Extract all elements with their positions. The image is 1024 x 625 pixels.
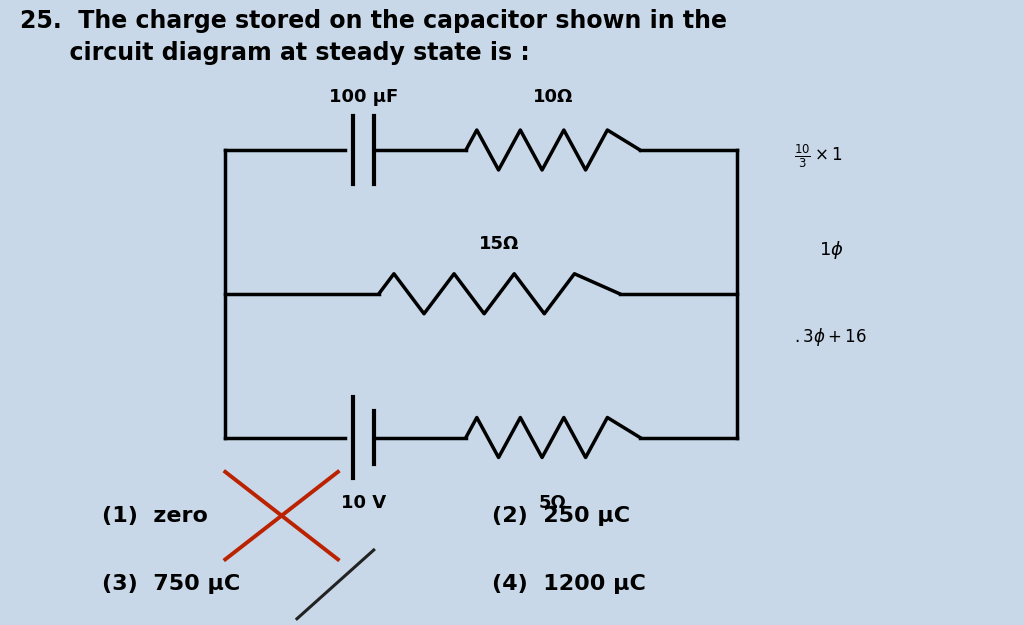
Text: 25.  The charge stored on the capacitor shown in the: 25. The charge stored on the capacitor s… [20,9,727,33]
Text: $1\phi$: $1\phi$ [819,239,844,261]
Text: (1)  zero: (1) zero [102,506,208,526]
Text: (3)  750 μC: (3) 750 μC [102,574,241,594]
Text: (2)  250 μC: (2) 250 μC [492,506,630,526]
Text: 5Ω: 5Ω [539,494,567,512]
Text: $.3\phi+16$: $.3\phi+16$ [794,326,866,349]
Text: 15Ω: 15Ω [479,235,519,253]
Text: (4)  1200 μC: (4) 1200 μC [492,574,645,594]
Text: 10Ω: 10Ω [532,88,573,106]
Text: 10 V: 10 V [341,494,386,512]
Text: 100 μF: 100 μF [329,88,398,106]
Text: circuit diagram at steady state is :: circuit diagram at steady state is : [20,41,530,64]
Text: $\frac{10}{3}\times 1$: $\frac{10}{3}\times 1$ [794,142,842,170]
